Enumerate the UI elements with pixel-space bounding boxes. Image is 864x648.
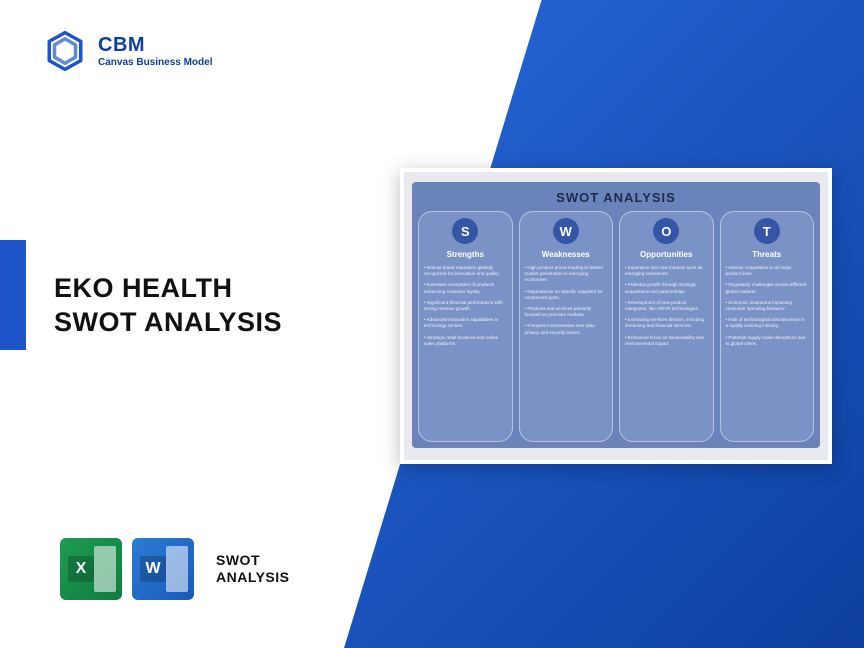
swot-badge: S (452, 218, 478, 244)
swot-item: Development of new product categories, l… (625, 300, 708, 312)
swot-inner: SWOT ANALYSIS S Strengths Robust brand rep… (412, 182, 820, 448)
bottom-label-line1: SWOT (216, 552, 290, 569)
swot-badge: T (754, 218, 780, 244)
swot-item: Regulatory challenges across different g… (726, 282, 809, 294)
swot-heading: Threats (752, 250, 781, 259)
swot-item: Potential growth through strategic acqui… (625, 282, 708, 294)
swot-item: Strategic retail locations and online sa… (424, 335, 507, 347)
accent-bar (0, 240, 26, 350)
swot-badge: W (553, 218, 579, 244)
swot-items: Intense competition in all major product… (726, 265, 809, 352)
swot-item: Increasing services division, including … (625, 317, 708, 329)
swot-item: Advanced innovation capabilities in tech… (424, 317, 507, 329)
swot-item: Significant financial performance with s… (424, 300, 507, 312)
swot-item: Extensive ecosystem of products enhancin… (424, 282, 507, 294)
swot-heading: Opportunities (640, 250, 692, 259)
swot-column: W Weaknesses High product prices leading t… (519, 211, 614, 442)
swot-card-title: SWOT ANALYSIS (418, 190, 814, 205)
bottom-app-row: X W SWOT ANALYSIS (60, 538, 290, 600)
swot-item: High product prices leading to limited m… (525, 265, 608, 284)
brand-header: CBM Canvas Business Model (44, 30, 212, 72)
swot-column: S Strengths Robust brand reputation global… (418, 211, 513, 442)
swot-column: T Threats Intense competition in all major… (720, 211, 815, 442)
swot-card: SWOT ANALYSIS S Strengths Robust brand rep… (400, 168, 832, 464)
brand-abbr: CBM (98, 34, 212, 57)
brand-logo-icon (44, 30, 86, 72)
swot-item: Enhanced focus on sustainability and env… (625, 335, 708, 347)
swot-item: Intense competition in all major product… (726, 265, 809, 277)
swot-columns: S Strengths Robust brand reputation global… (418, 211, 814, 442)
swot-item: Frequent controversies over data privacy… (525, 323, 608, 335)
excel-icon: X (60, 538, 122, 600)
bottom-label-line2: ANALYSIS (216, 569, 290, 586)
swot-items: Expansion into new markets such as emerg… (625, 265, 708, 352)
main-title: EKO HEALTH SWOT ANALYSIS (54, 272, 282, 340)
swot-item: Robust brand reputation globally recogni… (424, 265, 507, 277)
swot-items: High product prices leading to limited m… (525, 265, 608, 341)
title-line-2: SWOT ANALYSIS (54, 306, 282, 340)
swot-item: Products and services primarily focused … (525, 306, 608, 318)
title-line-1: EKO HEALTH (54, 272, 282, 306)
word-letter: W (140, 556, 166, 582)
swot-items: Robust brand reputation globally recogni… (424, 265, 507, 352)
swot-item: Economic downturns impacting consumer sp… (726, 300, 809, 312)
swot-item: Risk of technological obsolescence in a … (726, 317, 809, 329)
swot-item: Dependence on specific suppliers for com… (525, 289, 608, 301)
excel-letter: X (68, 556, 94, 582)
brand-text: CBM Canvas Business Model (98, 34, 212, 68)
swot-badge: O (653, 218, 679, 244)
bottom-label: SWOT ANALYSIS (216, 552, 290, 586)
swot-column: O Opportunities Expansion into new markets… (619, 211, 714, 442)
swot-heading: Weaknesses (542, 250, 590, 259)
swot-item: Potential supply chain disruptions due t… (726, 335, 809, 347)
swot-item: Expansion into new markets such as emerg… (625, 265, 708, 277)
word-icon: W (132, 538, 194, 600)
brand-name: Canvas Business Model (98, 57, 212, 68)
swot-heading: Strengths (447, 250, 484, 259)
